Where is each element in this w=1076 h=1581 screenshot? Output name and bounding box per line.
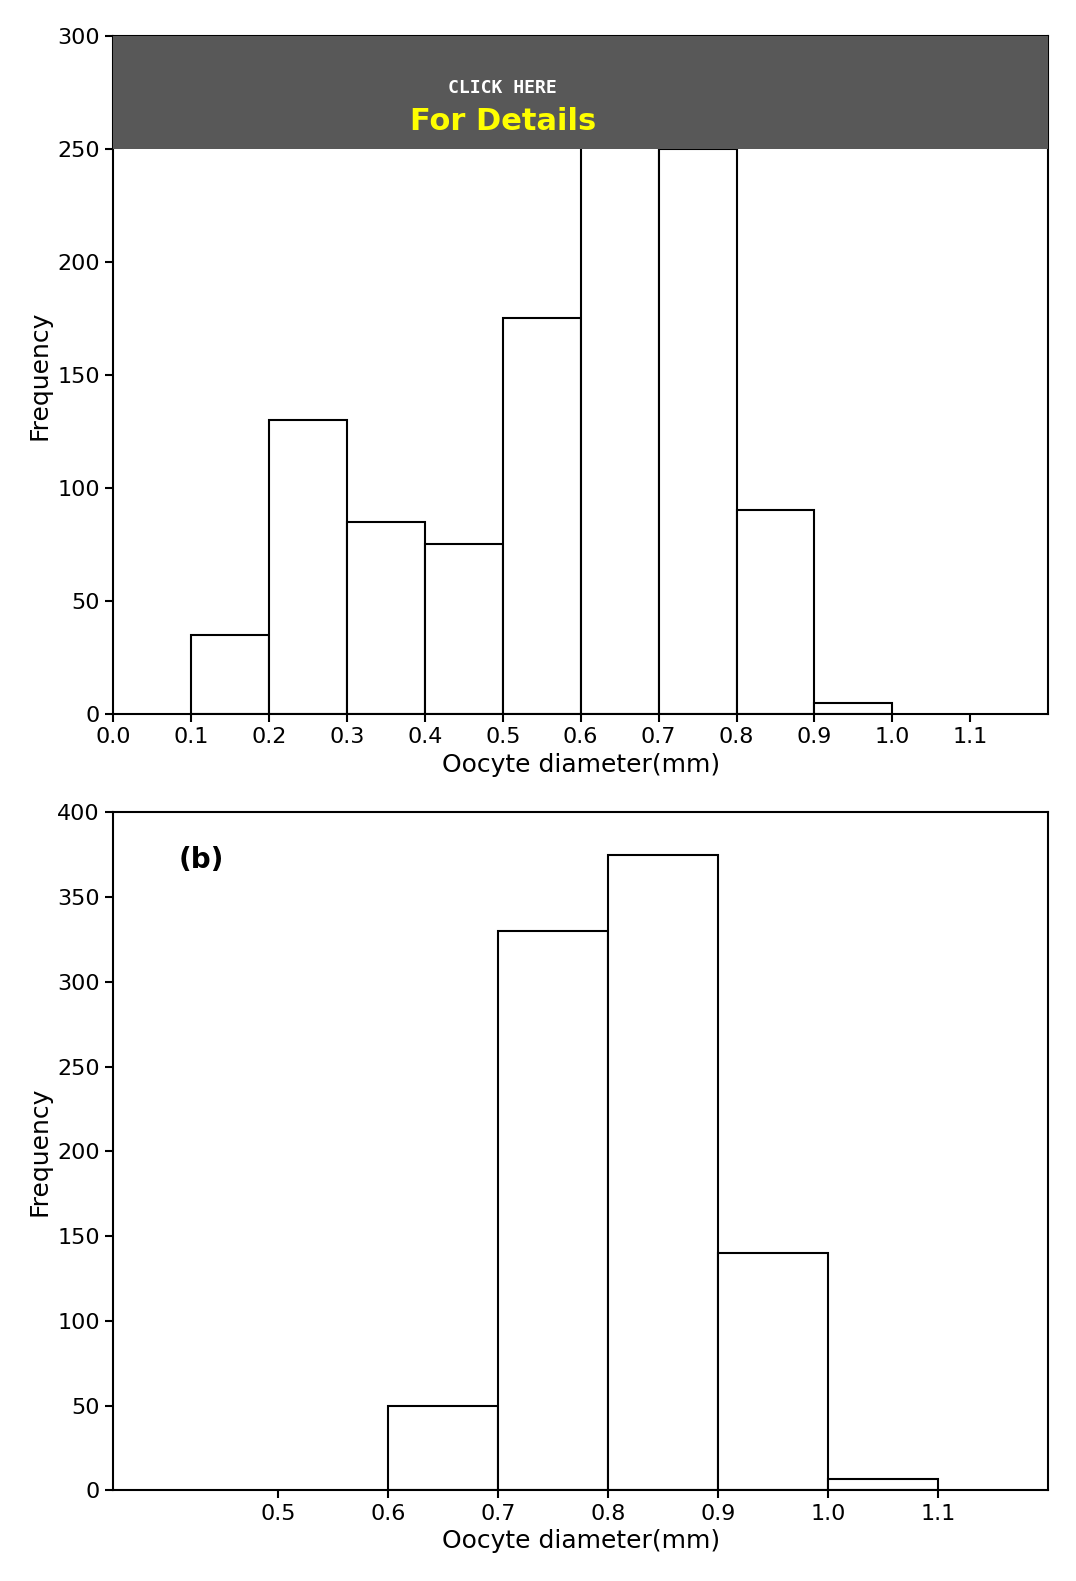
Bar [192,634,269,715]
Bar [659,149,737,715]
Bar [737,511,815,715]
Text: (b): (b) [179,846,224,874]
Text: For Details: For Details [410,108,596,136]
Bar [581,126,659,715]
Bar [608,855,718,1491]
Bar [829,1478,938,1491]
X-axis label: Oocyte diameter(mm): Oocyte diameter(mm) [441,1529,720,1553]
FancyBboxPatch shape [113,36,1048,149]
Bar [502,318,581,715]
Text: CLICK HERE: CLICK HERE [449,79,557,96]
Bar [346,522,425,715]
Bar [269,421,346,715]
Bar [498,931,608,1491]
X-axis label: Oocyte diameter(mm): Oocyte diameter(mm) [441,753,720,776]
Bar [815,702,892,715]
Bar [425,544,502,715]
Y-axis label: Frequency: Frequency [28,1086,52,1216]
Bar [718,1254,829,1491]
Text: (a): (a) [132,70,176,98]
Bar [388,1406,498,1491]
Y-axis label: Frequency: Frequency [28,310,52,440]
